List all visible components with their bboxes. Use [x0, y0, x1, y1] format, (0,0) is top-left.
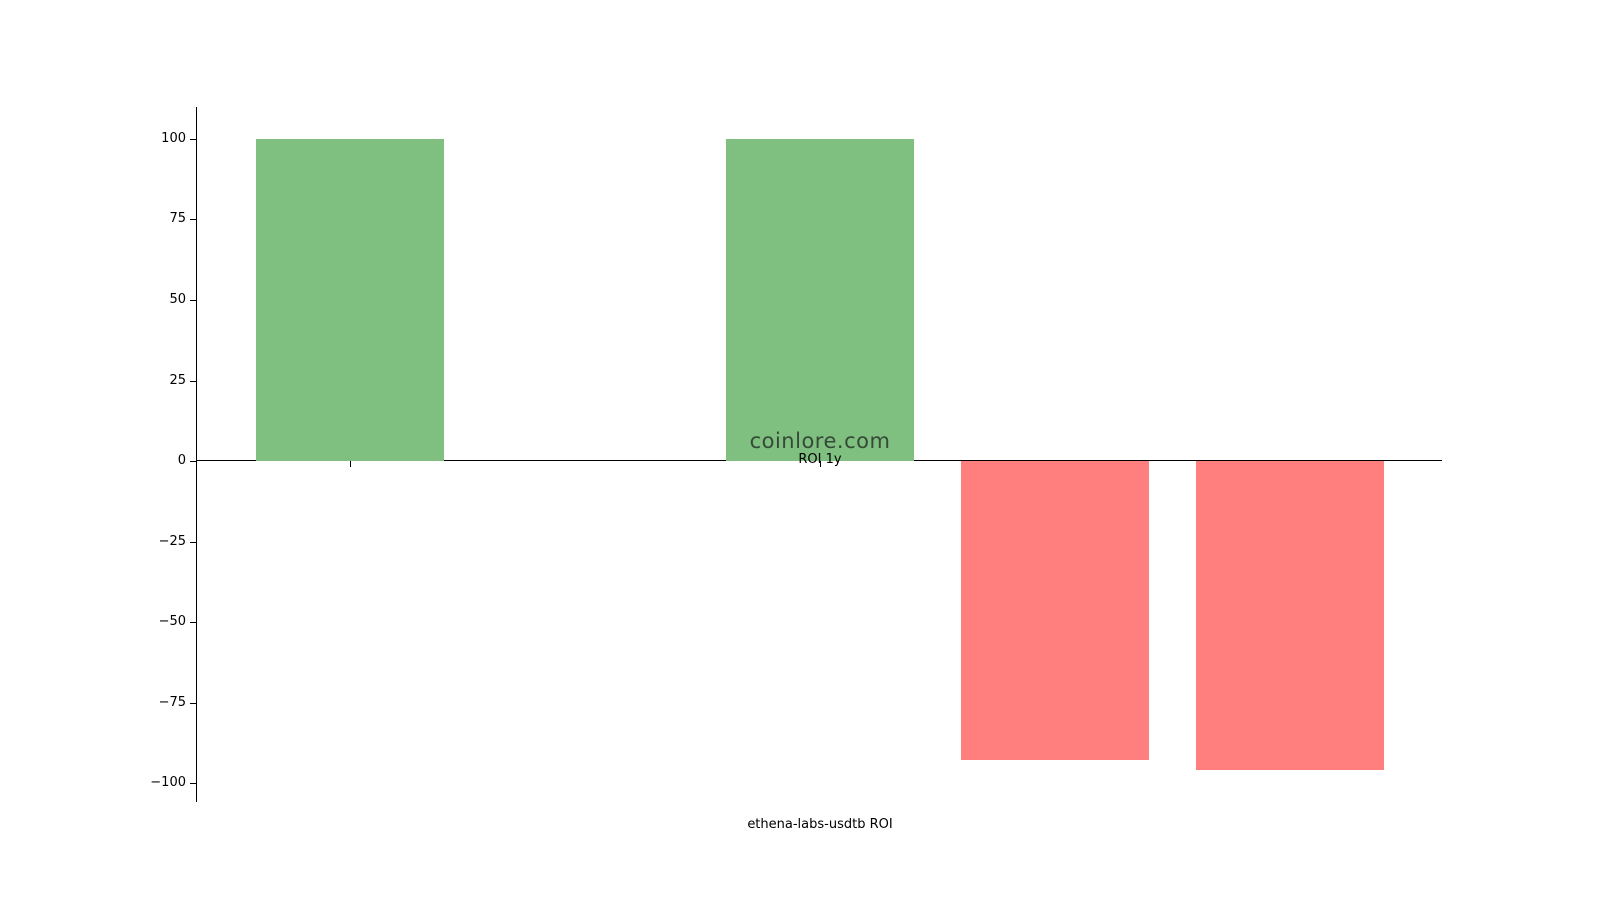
y-tick-mark — [190, 461, 196, 462]
chart-title: ethena-labs-usdtb ROI — [747, 817, 893, 832]
y-tick-label: 0 — [177, 453, 186, 468]
y-tick-label: 75 — [169, 211, 186, 226]
y-tick-label: 50 — [169, 292, 186, 307]
x-tick-mark-roi-1y — [820, 461, 821, 467]
y-tick-mark — [190, 139, 196, 140]
y-tick-mark — [190, 622, 196, 623]
y-tick-mark — [190, 219, 196, 220]
y-tick-label: −50 — [158, 614, 186, 629]
y-tick-label: 25 — [169, 373, 186, 388]
y-axis-spine — [196, 107, 197, 802]
watermark-text: coinlore.com — [749, 429, 891, 453]
y-tick-label: 100 — [161, 131, 186, 146]
y-tick-label: −100 — [150, 775, 186, 790]
x-tick-label-roi-1y: ROI 1y — [798, 452, 842, 467]
positive-bar-0 — [256, 139, 444, 461]
x-tick-mark-first-bar — [350, 461, 351, 467]
y-tick-label: −25 — [158, 534, 186, 549]
positive-bar-2 — [726, 139, 914, 461]
y-tick-mark — [190, 783, 196, 784]
y-tick-label: −75 — [158, 695, 186, 710]
negative-bar-4 — [1196, 461, 1384, 770]
y-tick-mark — [190, 703, 196, 704]
negative-bar-3 — [961, 461, 1149, 760]
y-tick-mark — [190, 381, 196, 382]
y-tick-mark — [190, 542, 196, 543]
y-tick-mark — [190, 300, 196, 301]
